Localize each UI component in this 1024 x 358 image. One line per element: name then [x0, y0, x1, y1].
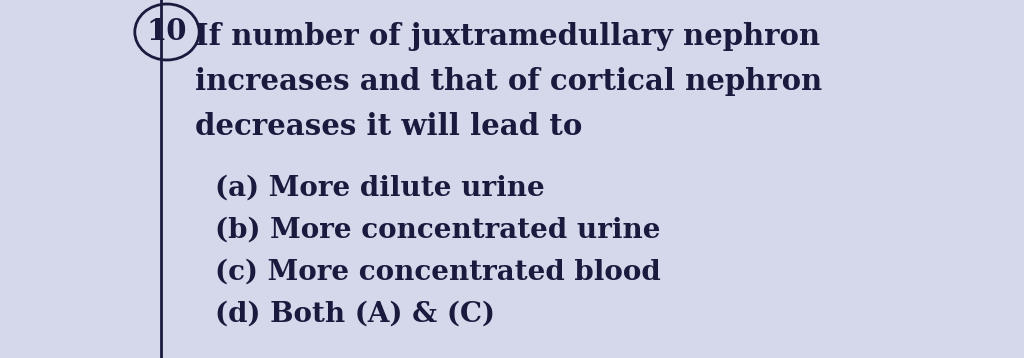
- Text: decreases it will lead to: decreases it will lead to: [195, 112, 583, 141]
- Text: increases and that of cortical nephron: increases and that of cortical nephron: [195, 67, 822, 96]
- Text: (c) More concentrated blood: (c) More concentrated blood: [215, 259, 660, 286]
- Text: 10: 10: [146, 18, 187, 47]
- Text: (a) More dilute urine: (a) More dilute urine: [215, 175, 545, 202]
- Text: If number of juxtramedullary nephron: If number of juxtramedullary nephron: [195, 22, 820, 51]
- Text: (b) More concentrated urine: (b) More concentrated urine: [215, 217, 660, 244]
- Text: (d) Both (A) & (C): (d) Both (A) & (C): [215, 301, 495, 328]
